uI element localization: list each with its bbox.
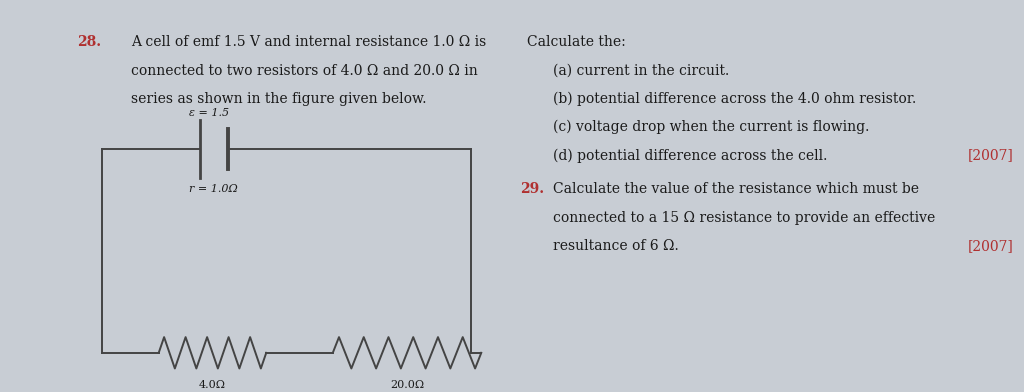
Text: 20.0Ω: 20.0Ω	[390, 380, 424, 390]
Text: 29.: 29.	[520, 182, 545, 196]
Text: (a) current in the circuit.: (a) current in the circuit.	[553, 64, 729, 78]
Text: Calculate the value of the resistance which must be: Calculate the value of the resistance wh…	[553, 182, 919, 196]
Text: (c) voltage drop when the current is flowing.: (c) voltage drop when the current is flo…	[553, 120, 869, 134]
Text: Calculate the:: Calculate the:	[527, 35, 626, 49]
Text: [2007]: [2007]	[968, 148, 1014, 162]
Text: (b) potential difference across the 4.0 ohm resistor.: (b) potential difference across the 4.0 …	[553, 92, 916, 106]
Text: connected to a 15 Ω resistance to provide an effective: connected to a 15 Ω resistance to provid…	[553, 211, 935, 225]
Text: 28.: 28.	[77, 35, 101, 49]
Text: ε = 1.5: ε = 1.5	[189, 107, 229, 118]
Text: 4.0Ω: 4.0Ω	[199, 380, 226, 390]
Text: series as shown in the figure given below.: series as shown in the figure given belo…	[131, 92, 427, 106]
Text: connected to two resistors of 4.0 Ω and 20.0 Ω in: connected to two resistors of 4.0 Ω and …	[131, 64, 478, 78]
Text: r = 1.0Ω: r = 1.0Ω	[189, 184, 239, 194]
Text: A cell of emf 1.5 V and internal resistance 1.0 Ω is: A cell of emf 1.5 V and internal resista…	[131, 35, 486, 49]
Text: (d) potential difference across the cell.: (d) potential difference across the cell…	[553, 148, 827, 163]
Text: [2007]: [2007]	[968, 239, 1014, 253]
Text: resultance of 6 Ω.: resultance of 6 Ω.	[553, 239, 679, 253]
